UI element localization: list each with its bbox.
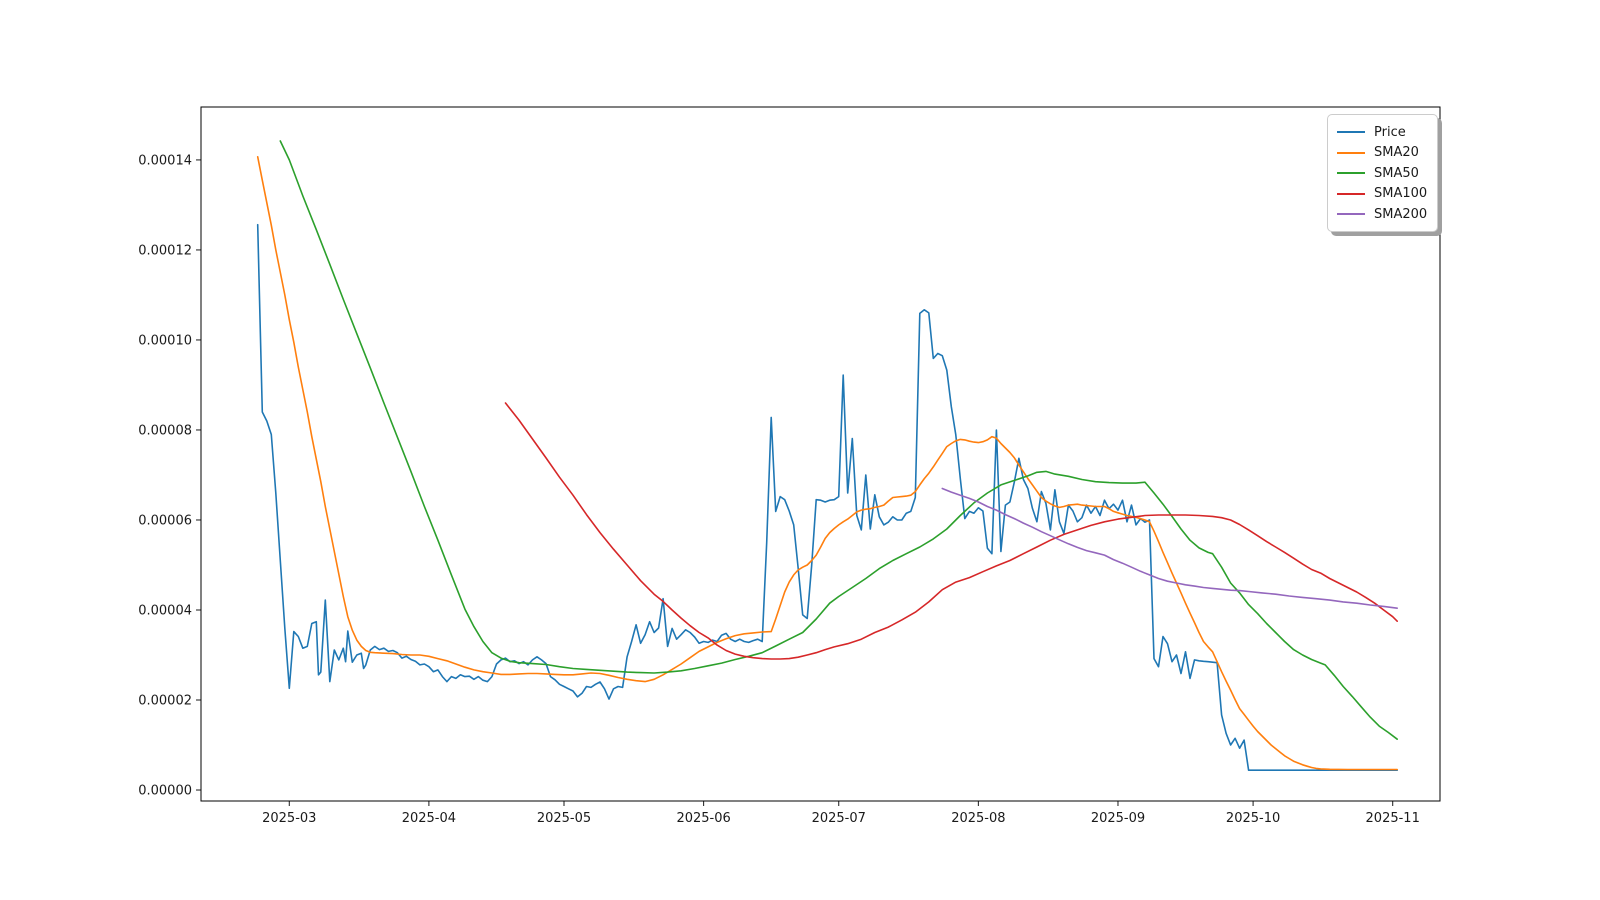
x-tick-label: 2025-04 [402, 811, 456, 826]
y-tick-label: 0.00000 [138, 784, 192, 799]
legend-item-sma200: SMA200 [1337, 204, 1427, 225]
legend-line-sample [1337, 151, 1365, 154]
x-tick-label: 2025-07 [812, 811, 866, 826]
y-tick-label: 0.00002 [138, 694, 192, 709]
x-tick-label: 2025-10 [1226, 811, 1280, 826]
legend-label: SMA100 [1374, 186, 1428, 202]
y-tick-label: 0.00012 [138, 243, 192, 258]
legend-item-sma50: SMA50 [1337, 163, 1427, 184]
series-line-sma20 [256, 156, 1398, 771]
legend: Price SMA20 SMA50 SMA100 SMA200 [1327, 114, 1439, 232]
x-tick-label: 2025-03 [262, 811, 316, 826]
y-tick-label: 0.00010 [138, 333, 192, 348]
legend-label: Price [1374, 124, 1406, 140]
legend-label: SMA200 [1374, 206, 1428, 222]
series-line-sma200 [941, 487, 1398, 610]
y-tick-label: 0.00014 [138, 153, 192, 168]
legend-item-sma20: SMA20 [1337, 143, 1427, 164]
x-tick-label: 2025-08 [951, 811, 1005, 826]
legend-line-sample [1337, 192, 1365, 195]
legend-line-sample [1337, 213, 1365, 216]
series-line-sma100 [504, 402, 1398, 660]
x-tick-label: 2025-05 [537, 811, 591, 826]
legend-label: SMA20 [1374, 145, 1419, 161]
legend-line-sample [1337, 131, 1365, 134]
legend-item-sma100: SMA100 [1337, 184, 1427, 205]
x-tick-label: 2025-11 [1366, 811, 1420, 826]
x-tick-label: 2025-09 [1091, 811, 1145, 826]
series-line-sma50 [279, 140, 1398, 741]
legend-item-price: Price [1337, 122, 1427, 143]
plot-frame [200, 106, 1441, 802]
y-tick-label: 0.00008 [138, 423, 192, 438]
y-tick-label: 0.00004 [138, 603, 192, 618]
y-tick-label: 0.00006 [138, 513, 192, 528]
legend-line-sample [1337, 172, 1365, 175]
x-tick-label: 2025-06 [676, 811, 730, 826]
series-line-price [256, 223, 1398, 772]
legend-label: SMA50 [1374, 165, 1419, 181]
